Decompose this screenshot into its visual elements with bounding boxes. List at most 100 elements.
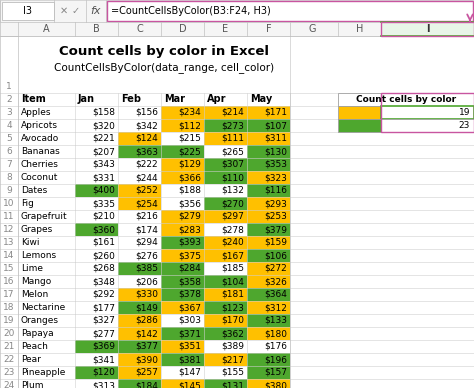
Text: $176: $176 bbox=[264, 342, 287, 351]
Bar bbox=[118, 353, 161, 366]
Text: $268: $268 bbox=[92, 264, 115, 273]
Text: 3: 3 bbox=[6, 108, 12, 117]
Bar bbox=[247, 314, 290, 327]
Text: D: D bbox=[179, 24, 186, 34]
Bar bbox=[338, 93, 474, 106]
Text: $171: $171 bbox=[264, 108, 287, 117]
Bar bbox=[107, 1, 473, 21]
Text: $225: $225 bbox=[178, 147, 201, 156]
Bar bbox=[0, 22, 474, 36]
Text: CountCellsByColor(data_range, cell_color): CountCellsByColor(data_range, cell_color… bbox=[54, 62, 274, 73]
Bar bbox=[118, 340, 161, 353]
Text: $145: $145 bbox=[178, 381, 201, 388]
Bar bbox=[204, 158, 247, 171]
Text: Jan: Jan bbox=[78, 95, 95, 104]
Bar bbox=[161, 353, 204, 366]
Text: fx: fx bbox=[91, 6, 101, 16]
Text: $390: $390 bbox=[135, 355, 158, 364]
Text: Oranges: Oranges bbox=[21, 316, 59, 325]
Bar bbox=[204, 249, 247, 262]
Bar bbox=[247, 275, 290, 288]
Text: $188: $188 bbox=[178, 186, 201, 195]
Text: $149: $149 bbox=[135, 303, 158, 312]
Text: $265: $265 bbox=[221, 147, 244, 156]
Bar bbox=[247, 210, 290, 223]
Text: 22: 22 bbox=[3, 355, 15, 364]
Text: $107: $107 bbox=[264, 121, 287, 130]
Text: 14: 14 bbox=[3, 251, 15, 260]
Text: 23: 23 bbox=[459, 121, 470, 130]
Text: $124: $124 bbox=[135, 134, 158, 143]
Text: F: F bbox=[266, 24, 271, 34]
Bar bbox=[118, 145, 161, 158]
Text: $380: $380 bbox=[264, 381, 287, 388]
Text: $156: $156 bbox=[135, 108, 158, 117]
Text: $367: $367 bbox=[178, 303, 201, 312]
Text: $214: $214 bbox=[221, 108, 244, 117]
Text: $293: $293 bbox=[264, 199, 287, 208]
Bar bbox=[161, 340, 204, 353]
Bar bbox=[0, 366, 474, 379]
Bar bbox=[204, 314, 247, 327]
Text: 9: 9 bbox=[6, 186, 12, 195]
Text: $284: $284 bbox=[178, 264, 201, 273]
Bar bbox=[247, 379, 290, 388]
Text: $371: $371 bbox=[178, 329, 201, 338]
Bar bbox=[161, 210, 204, 223]
Bar bbox=[118, 184, 161, 197]
Bar bbox=[247, 249, 290, 262]
Bar bbox=[247, 288, 290, 301]
Text: 13: 13 bbox=[3, 238, 15, 247]
Text: May: May bbox=[250, 95, 272, 104]
Bar bbox=[0, 327, 474, 340]
Text: Pineapple: Pineapple bbox=[21, 368, 65, 377]
Text: Mango: Mango bbox=[21, 277, 51, 286]
Bar bbox=[0, 93, 474, 106]
Bar bbox=[0, 249, 474, 262]
Text: $358: $358 bbox=[178, 277, 201, 286]
Text: $112: $112 bbox=[178, 121, 201, 130]
Text: $244: $244 bbox=[136, 173, 158, 182]
Bar bbox=[204, 132, 247, 145]
Text: B: B bbox=[93, 24, 100, 34]
Text: Avocado: Avocado bbox=[21, 134, 59, 143]
Text: $106: $106 bbox=[264, 251, 287, 260]
Text: Grapefruit: Grapefruit bbox=[21, 212, 68, 221]
Text: Item: Item bbox=[21, 95, 46, 104]
Bar bbox=[0, 158, 474, 171]
Text: $147: $147 bbox=[178, 368, 201, 377]
Text: $362: $362 bbox=[221, 329, 244, 338]
Text: $351: $351 bbox=[178, 342, 201, 351]
Text: $375: $375 bbox=[178, 251, 201, 260]
Bar bbox=[0, 223, 474, 236]
Text: $221: $221 bbox=[92, 134, 115, 143]
Text: $378: $378 bbox=[178, 290, 201, 299]
Text: 19: 19 bbox=[3, 316, 15, 325]
Bar bbox=[204, 236, 247, 249]
Text: $123: $123 bbox=[221, 303, 244, 312]
Bar bbox=[204, 327, 247, 340]
Bar bbox=[0, 340, 474, 353]
Text: $400: $400 bbox=[92, 186, 115, 195]
Text: H: H bbox=[356, 24, 363, 34]
Bar bbox=[204, 197, 247, 210]
Bar bbox=[247, 262, 290, 275]
Text: Cherries: Cherries bbox=[21, 160, 59, 169]
Bar bbox=[161, 171, 204, 184]
Text: Count cells by color in Excel: Count cells by color in Excel bbox=[59, 45, 269, 58]
Text: $161: $161 bbox=[92, 238, 115, 247]
Text: Count cells by color: Count cells by color bbox=[356, 95, 456, 104]
Bar bbox=[247, 301, 290, 314]
Bar bbox=[161, 236, 204, 249]
Text: $157: $157 bbox=[264, 368, 287, 377]
Bar bbox=[118, 301, 161, 314]
Text: 17: 17 bbox=[3, 290, 15, 299]
Text: 19: 19 bbox=[458, 108, 470, 117]
Text: $303: $303 bbox=[178, 316, 201, 325]
Bar bbox=[118, 288, 161, 301]
Text: Coconut: Coconut bbox=[21, 173, 58, 182]
Bar bbox=[247, 132, 290, 145]
Text: Lime: Lime bbox=[21, 264, 43, 273]
Bar bbox=[161, 275, 204, 288]
Text: 5: 5 bbox=[6, 134, 12, 143]
